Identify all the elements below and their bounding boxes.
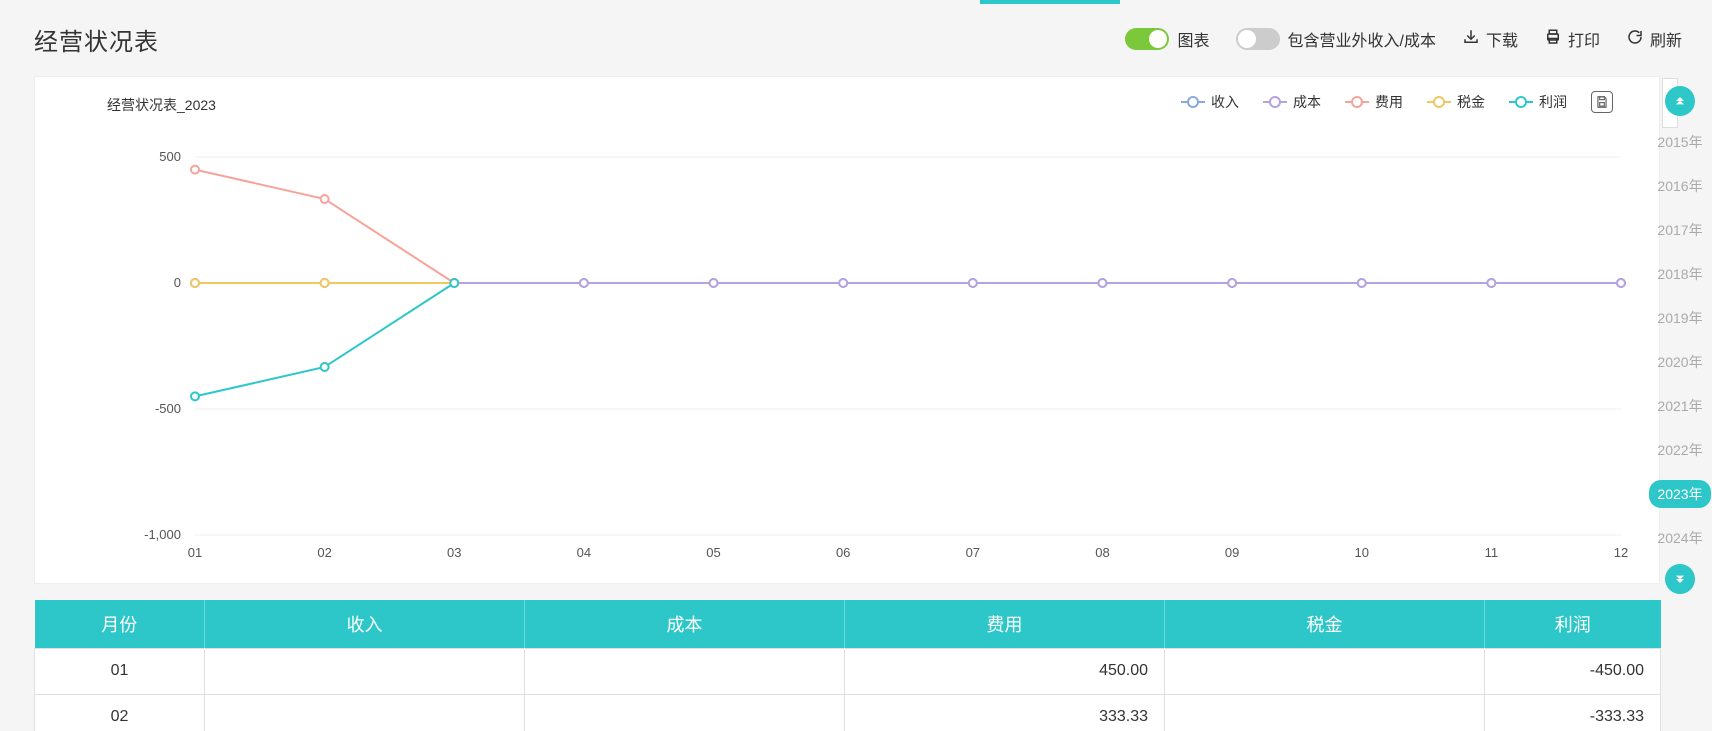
svg-text:0: 0: [174, 275, 181, 290]
year-option[interactable]: 2023年: [1649, 480, 1710, 508]
legend-marker: [1181, 101, 1205, 103]
year-option[interactable]: 2020年: [1657, 340, 1702, 384]
page-title: 经营状况表: [34, 22, 159, 57]
table-cell: -333.33: [1485, 694, 1661, 731]
legend-item[interactable]: 费用: [1345, 92, 1403, 112]
table-cell: [1165, 694, 1485, 731]
table-cell: [525, 694, 845, 731]
year-option[interactable]: 2024年: [1657, 516, 1702, 560]
table-cell: 333.33: [845, 694, 1165, 731]
table-header-cell: 月份: [35, 600, 205, 648]
svg-text:09: 09: [1225, 545, 1239, 560]
data-table: 月份收入成本费用税金利润 01 450.00 -450.00 02 333.33 -333…: [34, 600, 1661, 731]
chart-toggle-switch[interactable]: [1125, 28, 1169, 50]
svg-text:03: 03: [447, 545, 461, 560]
table-header-cell: 费用: [845, 600, 1165, 648]
download-icon: [1462, 28, 1480, 51]
table-cell: 450.00: [845, 648, 1165, 694]
svg-text:08: 08: [1095, 545, 1109, 560]
legend-item[interactable]: 收入: [1181, 92, 1239, 112]
chart-card: 经营状况表_2023 收入 成本 费用 税金 利润 500 0 -500 -1,000 01 02…: [34, 76, 1660, 584]
svg-text:05: 05: [706, 545, 720, 560]
year-selector: 2015年2016年2017年2018年2019年2020年2021年2022年…: [1648, 76, 1712, 646]
legend-item[interactable]: 税金: [1427, 92, 1485, 112]
svg-text:11: 11: [1485, 545, 1499, 560]
year-option[interactable]: 2022年: [1657, 428, 1702, 472]
refresh-button[interactable]: 刷新: [1626, 27, 1682, 51]
table-row: 01 450.00 -450.00: [35, 648, 1661, 694]
legend-label: 利润: [1539, 92, 1567, 112]
table-cell: [205, 694, 525, 731]
legend-marker: [1427, 101, 1451, 103]
year-option[interactable]: 2015年: [1657, 120, 1702, 164]
svg-text:12: 12: [1614, 545, 1628, 560]
active-tab-indicator: [980, 0, 1120, 4]
svg-text:02: 02: [317, 545, 331, 560]
legend-label: 收入: [1211, 92, 1239, 112]
table-header-cell: 利润: [1485, 600, 1661, 648]
legend-marker: [1263, 101, 1287, 103]
chart-title: 经营状况表_2023: [107, 95, 216, 115]
save-image-icon[interactable]: [1591, 91, 1613, 113]
svg-text:04: 04: [577, 545, 591, 560]
legend-label: 税金: [1457, 92, 1485, 112]
year-option[interactable]: 2017年: [1657, 208, 1702, 252]
print-icon: [1544, 28, 1562, 51]
data-table-card: 月份收入成本费用税金利润 01 450.00 -450.00 02 333.33 -333…: [34, 600, 1660, 731]
table-cell: -450.00: [1485, 648, 1661, 694]
legend-label: 费用: [1375, 92, 1403, 112]
year-scroll-up[interactable]: [1665, 86, 1695, 116]
year-scroll-down[interactable]: [1665, 564, 1695, 594]
print-label: 打印: [1568, 27, 1600, 51]
table-header-cell: 税金: [1165, 600, 1485, 648]
toolbar: 图表 包含营业外收入/成本 下载 打印 刷新: [1125, 27, 1682, 51]
download-button[interactable]: 下载: [1462, 27, 1518, 51]
table-header-cell: 成本: [525, 600, 845, 648]
table-cell: 01: [35, 648, 205, 694]
legend-marker: [1345, 101, 1369, 103]
refresh-icon: [1626, 28, 1644, 51]
svg-text:10: 10: [1354, 545, 1368, 560]
svg-text:01: 01: [188, 545, 202, 560]
legend-item[interactable]: 利润: [1509, 92, 1567, 112]
year-option[interactable]: 2019年: [1657, 296, 1702, 340]
chart-plot: 500 0 -500 -1,000 01 02 03 04 05 06 07 08 09 10 11 12: [35, 117, 1661, 585]
svg-text:-500: -500: [155, 401, 181, 416]
table-row: 02 333.33 -333.33: [35, 694, 1661, 731]
svg-text:07: 07: [966, 545, 980, 560]
table-header-cell: 收入: [205, 600, 525, 648]
include-nonop-toggle-group[interactable]: 包含营业外收入/成本: [1236, 27, 1436, 51]
year-option[interactable]: 2018年: [1657, 252, 1702, 296]
chart-toggle-label: 图表: [1177, 27, 1209, 51]
legend-marker: [1509, 101, 1533, 103]
svg-text:06: 06: [836, 545, 850, 560]
legend-item[interactable]: 成本: [1263, 92, 1321, 112]
chart-legend: 收入 成本 费用 税金 利润: [1181, 91, 1613, 113]
header-bar: 经营状况表 图表 包含营业外收入/成本 下载 打印 刷新: [0, 14, 1712, 64]
include-nonop-switch[interactable]: [1236, 28, 1280, 50]
svg-text:-1,000: -1,000: [144, 527, 181, 542]
include-nonop-label: 包含营业外收入/成本: [1288, 27, 1436, 51]
refresh-label: 刷新: [1650, 27, 1682, 51]
table-cell: 02: [35, 694, 205, 731]
year-option[interactable]: 2021年: [1657, 384, 1702, 428]
table-cell: [205, 648, 525, 694]
table-header-row: 月份收入成本费用税金利润: [35, 600, 1661, 648]
legend-label: 成本: [1293, 92, 1321, 112]
svg-text:500: 500: [159, 149, 181, 164]
download-label: 下载: [1486, 27, 1518, 51]
table-body: 01 450.00 -450.00 02 333.33 -333.33: [35, 648, 1661, 731]
table-cell: [525, 648, 845, 694]
year-option[interactable]: 2016年: [1657, 164, 1702, 208]
table-cell: [1165, 648, 1485, 694]
print-button[interactable]: 打印: [1544, 27, 1600, 51]
chart-toggle-group[interactable]: 图表: [1125, 27, 1209, 51]
